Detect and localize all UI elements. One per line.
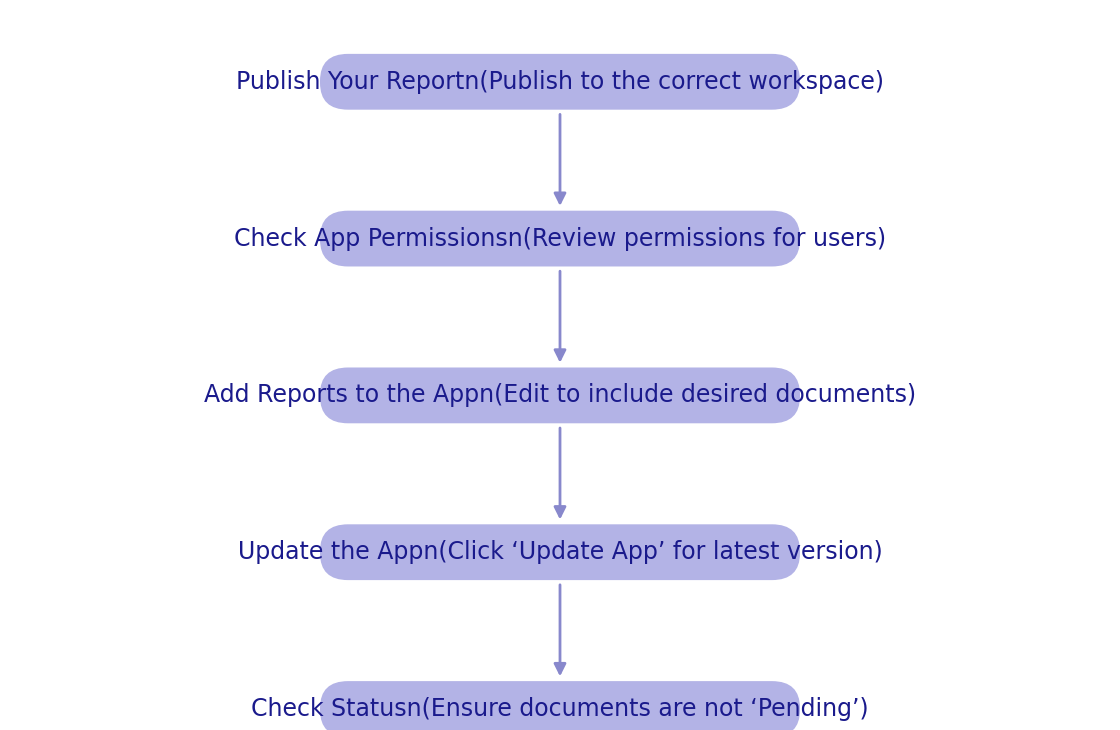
FancyBboxPatch shape <box>320 54 800 110</box>
Text: Update the Appn(Click ‘Update App’ for latest version): Update the Appn(Click ‘Update App’ for l… <box>237 540 883 564</box>
Text: Publish Your Reportn(Publish to the correct workspace): Publish Your Reportn(Publish to the corr… <box>236 70 884 93</box>
Text: Check App Permissionsn(Review permissions for users): Check App Permissionsn(Review permission… <box>234 226 886 250</box>
FancyBboxPatch shape <box>320 211 800 266</box>
Text: Add Reports to the Appn(Edit to include desired documents): Add Reports to the Appn(Edit to include … <box>204 383 916 407</box>
FancyBboxPatch shape <box>320 524 800 580</box>
FancyBboxPatch shape <box>320 367 800 423</box>
Text: Check Statusn(Ensure documents are not ‘Pending’): Check Statusn(Ensure documents are not ‘… <box>251 697 869 721</box>
FancyBboxPatch shape <box>320 681 800 730</box>
